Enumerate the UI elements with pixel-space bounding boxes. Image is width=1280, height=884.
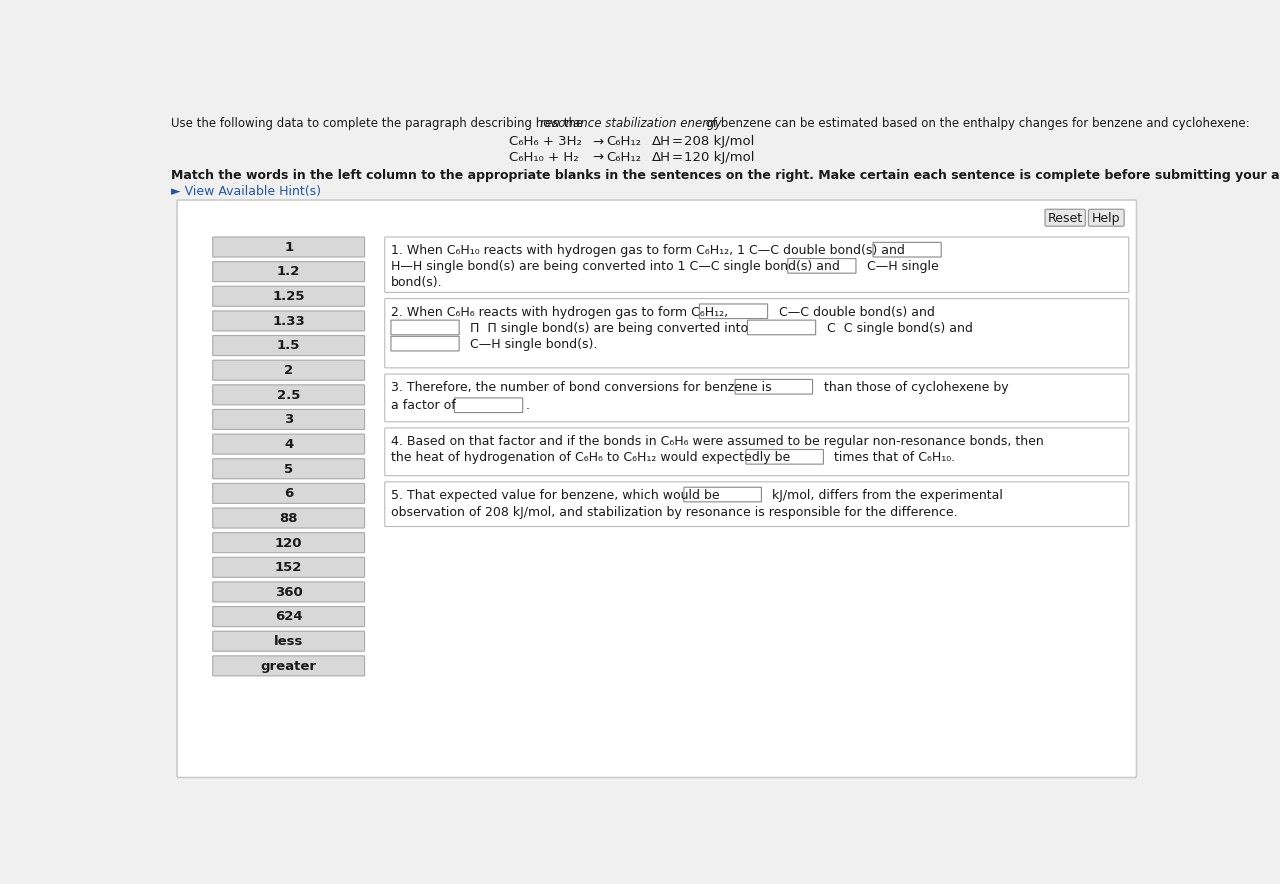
Text: C₆H₁₂: C₆H₁₂ <box>607 151 641 164</box>
Text: 1.5: 1.5 <box>276 339 301 353</box>
Text: bond(s).: bond(s). <box>390 276 443 289</box>
Text: the heat of hydrogenation of C₆H₆ to C₆H₁₂ would expectedly be: the heat of hydrogenation of C₆H₆ to C₆H… <box>390 451 790 464</box>
Text: 5: 5 <box>284 462 293 476</box>
FancyBboxPatch shape <box>212 360 365 380</box>
Text: ΔH: ΔH <box>652 151 671 164</box>
Text: 1.25: 1.25 <box>273 290 305 303</box>
Text: kJ/mol, differs from the experimental: kJ/mol, differs from the experimental <box>764 489 1004 502</box>
FancyBboxPatch shape <box>212 582 365 602</box>
Text: →: → <box>593 151 604 164</box>
Text: =: = <box>672 135 682 149</box>
Text: 3: 3 <box>284 414 293 426</box>
FancyBboxPatch shape <box>454 398 522 413</box>
Text: than those of cyclohexene by: than those of cyclohexene by <box>815 381 1009 394</box>
FancyBboxPatch shape <box>746 449 823 464</box>
Text: a factor of: a factor of <box>390 400 456 413</box>
Text: 2. When C₆H₆ reacts with hydrogen gas to form C₆H₁₂,: 2. When C₆H₆ reacts with hydrogen gas to… <box>390 306 728 318</box>
Text: 120: 120 <box>275 537 302 550</box>
Text: C—H single bond(s).: C—H single bond(s). <box>462 338 598 351</box>
Text: Help: Help <box>1092 212 1120 225</box>
Text: less: less <box>274 635 303 648</box>
Text: ► View Available Hint(s): ► View Available Hint(s) <box>170 186 321 198</box>
FancyBboxPatch shape <box>212 409 365 430</box>
Text: .: . <box>526 400 530 413</box>
Text: 2: 2 <box>284 364 293 377</box>
FancyBboxPatch shape <box>160 106 1152 787</box>
FancyBboxPatch shape <box>385 428 1129 476</box>
FancyBboxPatch shape <box>787 258 856 273</box>
Text: C—H single: C—H single <box>859 260 938 273</box>
Text: resonance stabilization energy: resonance stabilization energy <box>540 117 722 130</box>
Text: C—C double bond(s) and: C—C double bond(s) and <box>771 306 934 318</box>
FancyBboxPatch shape <box>1044 210 1085 226</box>
Text: 4: 4 <box>284 438 293 451</box>
FancyBboxPatch shape <box>385 482 1129 527</box>
Text: Π  Π single bond(s) are being converted into: Π Π single bond(s) are being converted i… <box>462 322 749 335</box>
FancyBboxPatch shape <box>212 434 365 454</box>
FancyBboxPatch shape <box>212 262 365 282</box>
FancyBboxPatch shape <box>684 487 762 502</box>
FancyBboxPatch shape <box>212 385 365 405</box>
Text: times that of C₆H₁₀.: times that of C₆H₁₀. <box>827 451 956 464</box>
Text: 4. Based on that factor and if the bonds in C₆H₆ were assumed to be regular non-: 4. Based on that factor and if the bonds… <box>390 435 1043 448</box>
FancyBboxPatch shape <box>390 320 460 335</box>
Text: Reset: Reset <box>1047 212 1083 225</box>
FancyBboxPatch shape <box>212 656 365 676</box>
Text: →: → <box>593 135 604 149</box>
FancyBboxPatch shape <box>212 606 365 627</box>
FancyBboxPatch shape <box>212 631 365 652</box>
Text: 1: 1 <box>284 240 293 254</box>
Text: H—H single bond(s) are being converted into 1 C—C single bond(s) and: H—H single bond(s) are being converted i… <box>390 260 840 273</box>
Text: C₆H₆ + 3H₂: C₆H₆ + 3H₂ <box>508 135 581 149</box>
Text: 6: 6 <box>284 487 293 500</box>
Text: Match the words in the left column to the appropriate blanks in the sentences on: Match the words in the left column to th… <box>170 169 1280 182</box>
FancyBboxPatch shape <box>177 200 1137 778</box>
FancyBboxPatch shape <box>385 374 1129 422</box>
Text: =: = <box>672 151 682 164</box>
FancyBboxPatch shape <box>212 459 365 479</box>
Text: 5. That expected value for benzene, which would be: 5. That expected value for benzene, whic… <box>390 489 719 502</box>
Text: 1.33: 1.33 <box>273 315 305 328</box>
FancyBboxPatch shape <box>212 311 365 331</box>
FancyBboxPatch shape <box>748 320 815 335</box>
Text: 120 kJ/mol: 120 kJ/mol <box>684 151 754 164</box>
FancyBboxPatch shape <box>873 242 941 257</box>
FancyBboxPatch shape <box>212 557 365 577</box>
FancyBboxPatch shape <box>699 304 768 318</box>
Text: C₆H₁₂: C₆H₁₂ <box>607 135 641 149</box>
FancyBboxPatch shape <box>212 336 365 355</box>
FancyBboxPatch shape <box>1088 210 1124 226</box>
Text: greater: greater <box>261 659 316 673</box>
Text: 208 kJ/mol: 208 kJ/mol <box>684 135 754 149</box>
Text: ΔH: ΔH <box>652 135 671 149</box>
Text: 152: 152 <box>275 561 302 574</box>
Text: 1.2: 1.2 <box>276 265 301 278</box>
Text: 624: 624 <box>275 611 302 623</box>
Text: C  C single bond(s) and: C C single bond(s) and <box>819 322 973 335</box>
FancyBboxPatch shape <box>212 533 365 552</box>
FancyBboxPatch shape <box>385 237 1129 293</box>
Text: 360: 360 <box>275 586 302 598</box>
Text: 3. Therefore, the number of bond conversions for benzene is: 3. Therefore, the number of bond convers… <box>390 381 772 394</box>
FancyBboxPatch shape <box>385 299 1129 368</box>
FancyBboxPatch shape <box>212 508 365 528</box>
FancyBboxPatch shape <box>212 286 365 306</box>
Text: of benzene can be estimated based on the enthalpy changes for benzene and cycloh: of benzene can be estimated based on the… <box>703 117 1251 130</box>
FancyBboxPatch shape <box>390 336 460 351</box>
Text: 88: 88 <box>279 512 298 525</box>
FancyBboxPatch shape <box>735 379 813 394</box>
FancyBboxPatch shape <box>212 484 365 503</box>
Text: observation of 208 kJ/mol, and stabilization by resonance is responsible for the: observation of 208 kJ/mol, and stabiliza… <box>390 507 957 520</box>
Text: C₆H₁₀ + H₂: C₆H₁₀ + H₂ <box>508 151 579 164</box>
Text: 1. When C₆H₁₀ reacts with hydrogen gas to form C₆H₁₂, 1 C—C double bond(s) and: 1. When C₆H₁₀ reacts with hydrogen gas t… <box>390 244 905 257</box>
Text: Use the following data to complete the paragraph describing how the: Use the following data to complete the p… <box>170 117 586 130</box>
FancyBboxPatch shape <box>212 237 365 257</box>
Text: 2.5: 2.5 <box>276 389 301 401</box>
